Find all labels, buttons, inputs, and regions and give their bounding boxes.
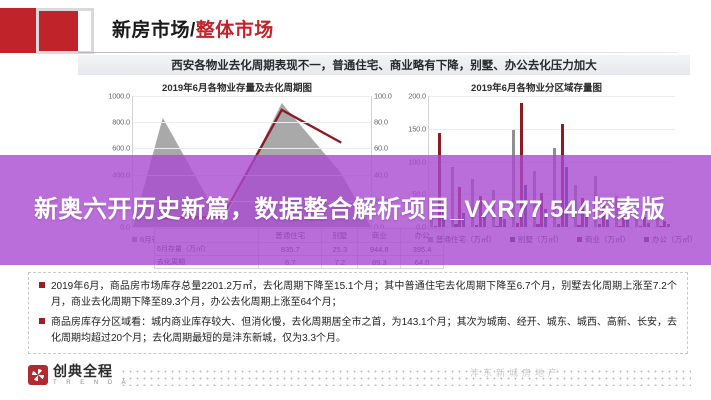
header-square-inner — [40, 12, 78, 50]
gridline — [133, 96, 371, 97]
chart-right-title: 2019年6月各物业分区域存量图 — [471, 83, 602, 94]
chart-left-ytick-left: 800.0 — [112, 117, 130, 127]
gridline — [133, 122, 371, 124]
gridline — [133, 148, 371, 150]
brand-logo-text: 创典全程 T R E N D A — [53, 364, 130, 386]
promo-overlay-banner: 新奥六开历史新篇，数据整合解析项目_VXR77.544探索版 — [0, 155, 711, 265]
header-divider — [78, 52, 678, 53]
footer-watermark: 沣东新城房地产 — [469, 368, 561, 378]
chart-right-ytick: 150.0 — [408, 124, 426, 134]
insight-bullets: 2019年6月，商品房市场库存总量2201.2万㎡，去化周期下降至15.1个月；… — [28, 272, 688, 354]
brand-logo: 创典全程 T R E N D A — [28, 364, 130, 386]
bullet-square-icon — [39, 282, 45, 288]
page-footer: 创典全程 T R E N D A 沣东新城房地产 — [0, 358, 711, 400]
gridline — [429, 128, 675, 130]
chart-left-ytick-left: 1000.0 — [108, 91, 130, 101]
chart-right-ytick: 200.0 — [408, 91, 426, 101]
chart-left-ytick-left: 600.0 — [112, 143, 130, 153]
trenda-logo-icon — [28, 365, 48, 385]
brand-name-en: T R E N D A — [53, 380, 130, 386]
subtitle-text: 西安各物业去化周期表现不一，普通住宅、商业略有下降，别墅、办公去化压力加大 — [171, 60, 597, 72]
bullet-item: 商品房库存分区域看：城内商业库存较大、但消化慢，去化周期居全市之首，为143.1… — [39, 315, 677, 346]
page-title: 新房市场/整体市场 — [112, 15, 274, 42]
footer-dot-pattern — [120, 368, 691, 386]
brand-name-cn: 创典全程 — [53, 363, 113, 379]
page-title-primary: 新房市场 — [112, 20, 191, 41]
promo-overlay-text: 新奥六开历史新篇，数据整合解析项目_VXR77.544探索版 — [34, 196, 666, 224]
bullet-square-icon — [39, 318, 45, 324]
chart-left-ytick-right: 60.0 — [374, 143, 388, 153]
bullet-item: 2019年6月，商品房市场库存总量2201.2万㎡，去化周期下降至15.1个月；… — [39, 279, 677, 310]
chart-left-ytick-right: 80.0 — [374, 117, 388, 127]
bullet-text: 商品房库存分区域看：城内商业库存较大、但消化慢，去化周期居全市之首，为143.1… — [51, 317, 677, 344]
subtitle-banner: 西安各物业去化周期表现不一，普通住宅、商业略有下降，别墅、办公去化压力加大 — [78, 55, 690, 75]
page-header: 新房市场/整体市场 — [0, 0, 711, 54]
chart-left-ytick-right: 100.0 — [374, 91, 392, 101]
chart-left-title: 2019年6月各物业存量及去化周期图 — [162, 83, 312, 94]
gridline — [429, 96, 675, 97]
page-title-secondary: 整体市场 — [195, 20, 274, 41]
header-square-outline — [36, 8, 94, 54]
bullet-text: 2019年6月，商品房市场库存总量2201.2万㎡，去化周期下降至15.1个月；… — [51, 281, 677, 308]
page-title-separator: / — [190, 20, 196, 41]
